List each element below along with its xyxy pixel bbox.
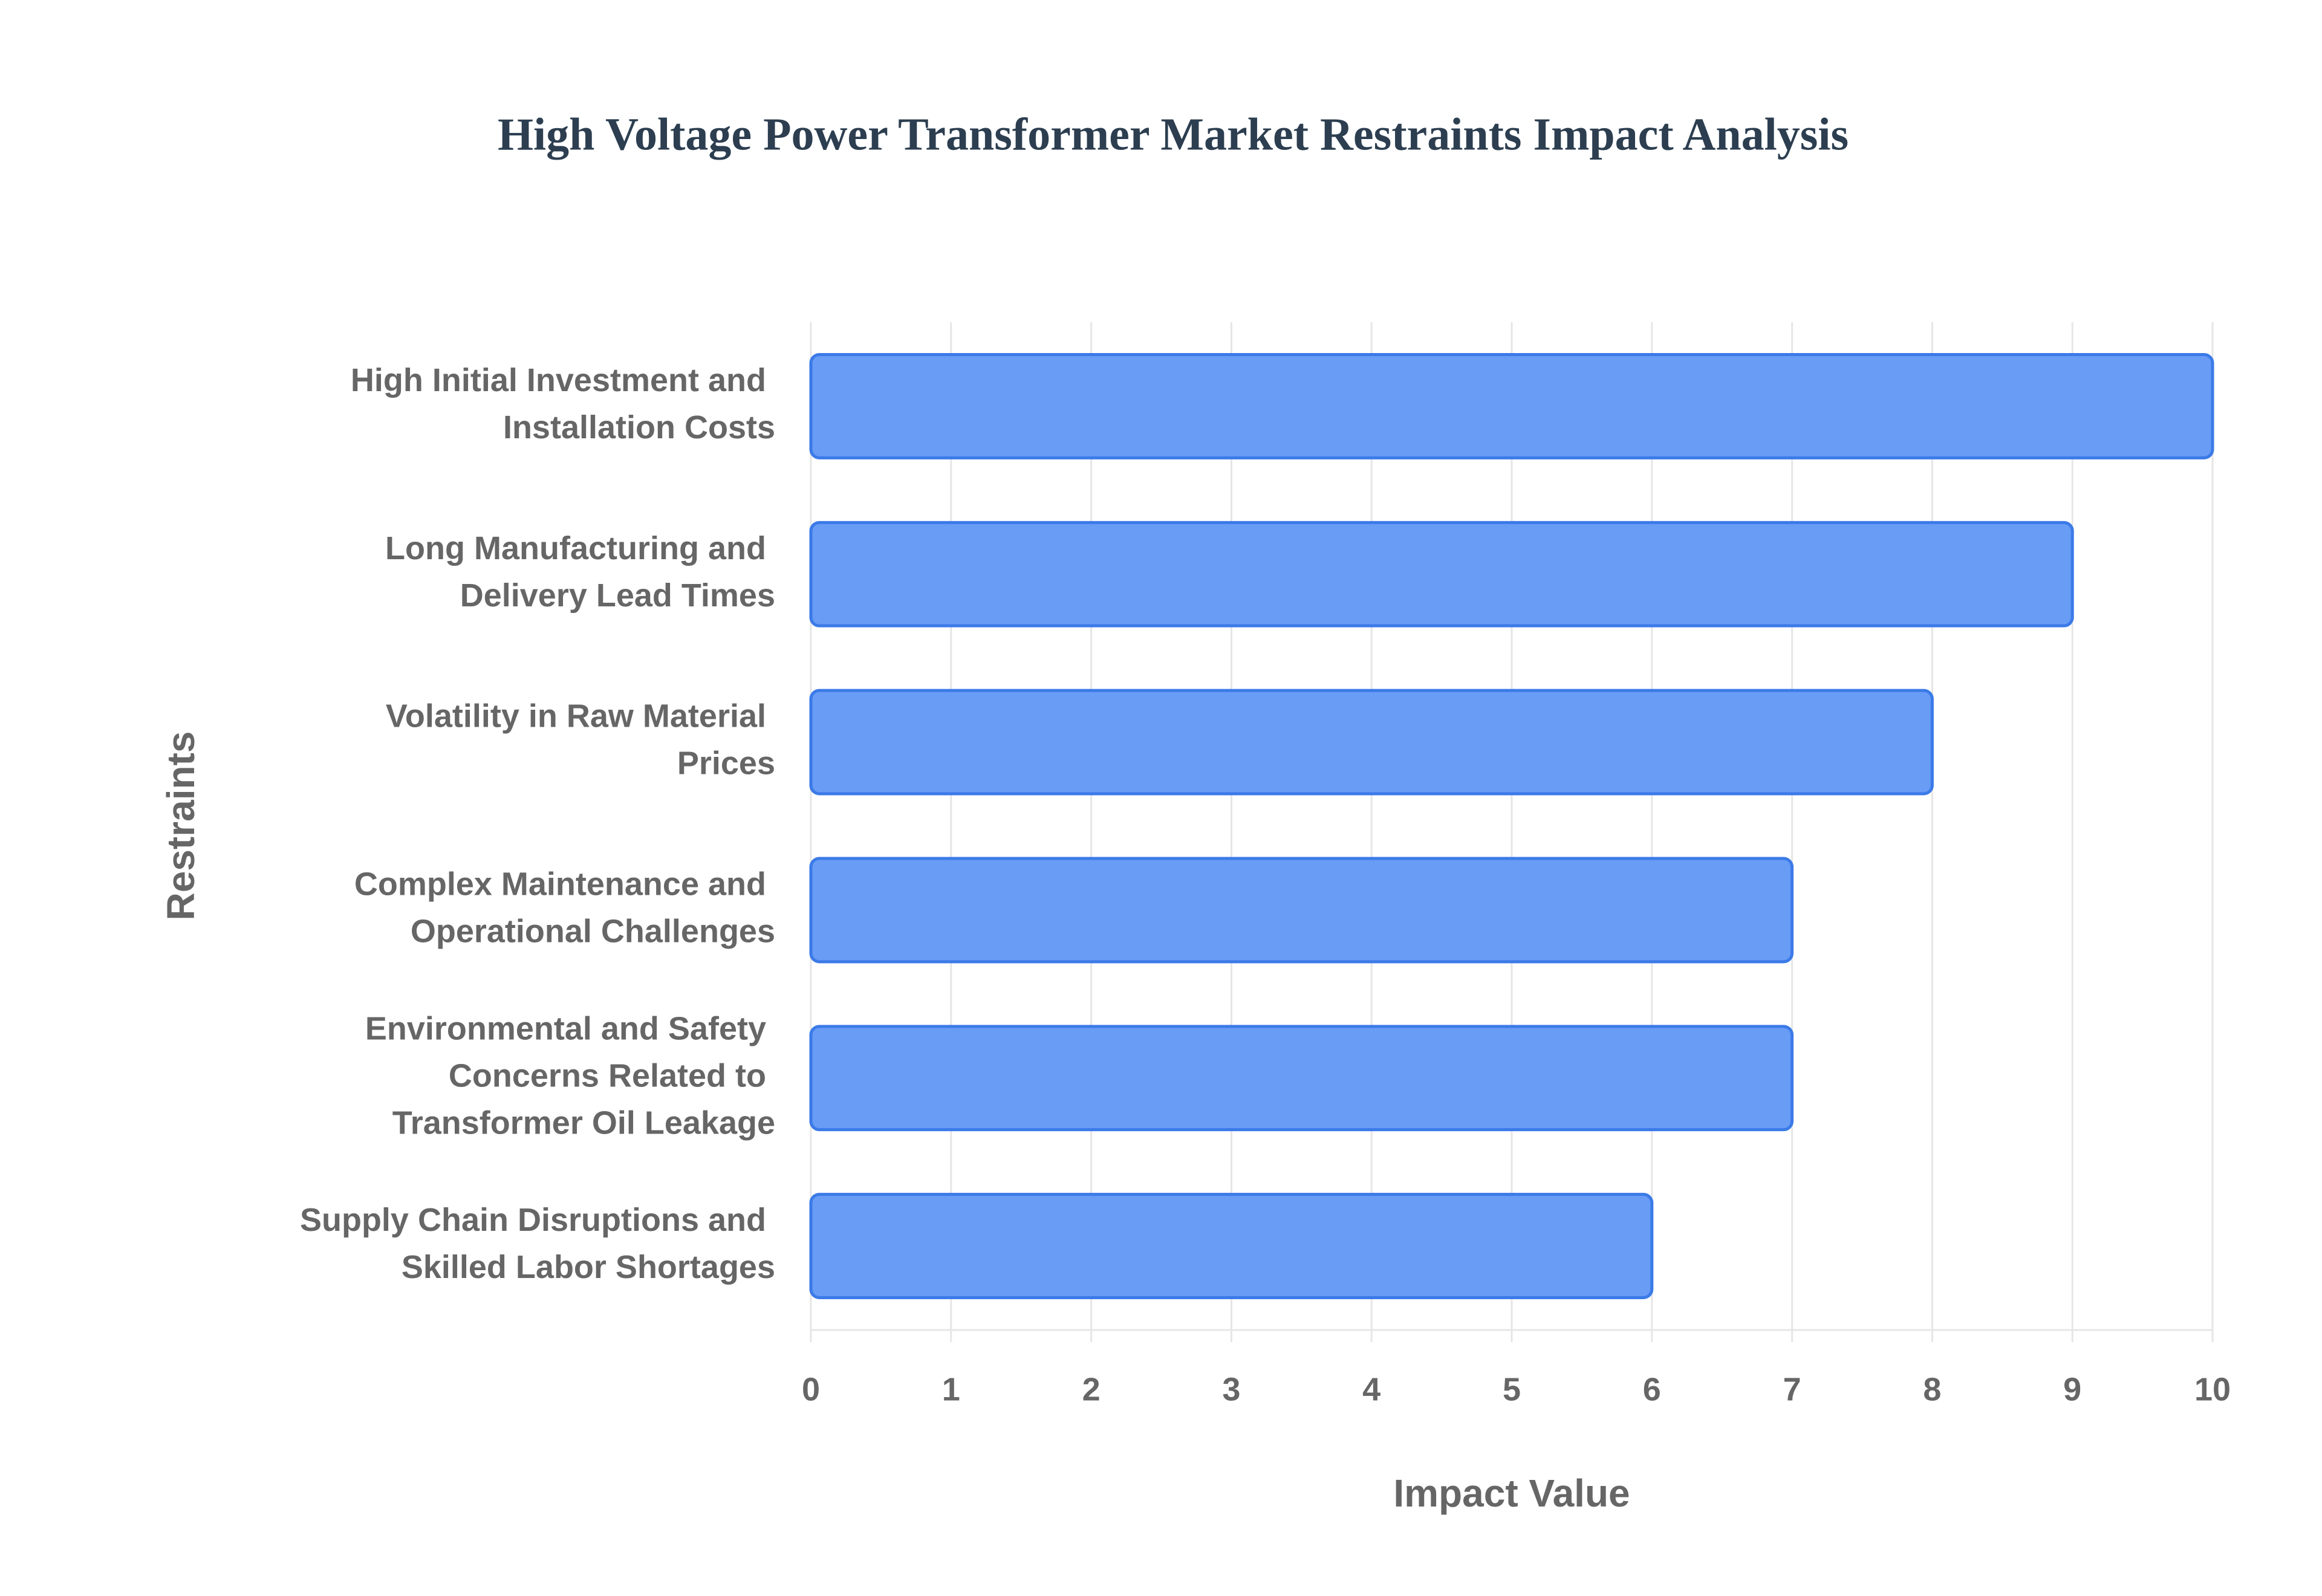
x-tick-label: 1 <box>942 1371 960 1407</box>
y-tick-label: Volatility in Raw Material Prices <box>386 698 775 782</box>
y-tick-label: Environmental and Safety Concerns Relate… <box>365 1011 775 1141</box>
bar <box>809 1193 1654 1300</box>
bar <box>809 521 2074 628</box>
bar <box>809 352 2214 459</box>
x-tick-label: 2 <box>1082 1371 1101 1407</box>
x-tick-label: 6 <box>1643 1371 1661 1407</box>
bar <box>809 857 1794 964</box>
x-tick-label: 5 <box>1503 1371 1521 1407</box>
x-tick-label: 9 <box>2063 1371 2081 1407</box>
bar <box>809 1025 1794 1132</box>
y-tick-label: Long Manufacturing and Delivery Lead Tim… <box>385 530 775 614</box>
y-tick-label: High Initial Investment and Installation… <box>351 362 775 446</box>
x-tick-label: 10 <box>2194 1371 2231 1407</box>
x-axis-title: Impact Value <box>1393 1471 1630 1515</box>
x-tick-label: 4 <box>1362 1371 1381 1407</box>
bar <box>809 689 1934 796</box>
y-tick-label: Supply Chain Disruptions and Skilled Lab… <box>300 1202 775 1285</box>
y-tick-label: Complex Maintenance and Operational Chal… <box>354 866 775 950</box>
chart-title: High Voltage Power Transformer Market Re… <box>498 109 1849 160</box>
x-tick-label: 0 <box>802 1371 820 1407</box>
x-tick-label: 3 <box>1222 1371 1240 1407</box>
y-axis-title: Restraints <box>159 731 203 921</box>
x-tick-label: 8 <box>1923 1371 1941 1407</box>
x-tick-label: 7 <box>1783 1371 1801 1407</box>
